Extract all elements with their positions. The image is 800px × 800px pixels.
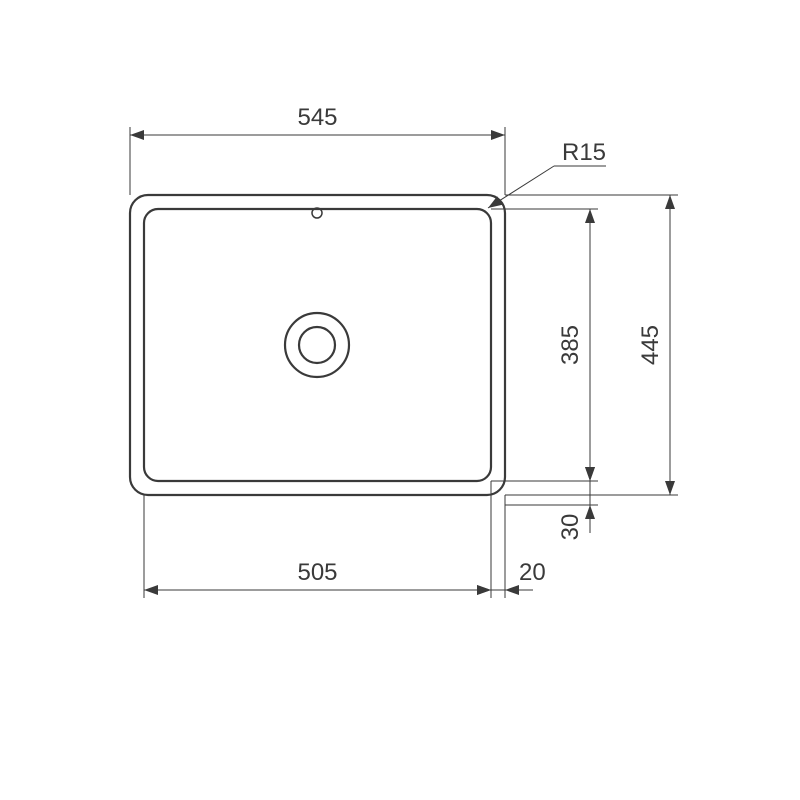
dimension-layer: 545 505 20 445 385 30 R15 bbox=[130, 104, 678, 598]
arrowhead-icon bbox=[144, 585, 158, 595]
arrowhead-icon bbox=[665, 481, 675, 495]
arrowhead-icon bbox=[585, 467, 595, 481]
dimension-label: 505 bbox=[297, 559, 337, 586]
dimension-label: 545 bbox=[297, 104, 337, 131]
radius-label: R15 bbox=[562, 139, 606, 166]
dimension-label: 20 bbox=[519, 559, 546, 586]
arrowhead-icon bbox=[491, 130, 505, 140]
arrowhead-icon bbox=[665, 195, 675, 209]
arrowhead-icon bbox=[505, 585, 519, 595]
arrowhead-icon bbox=[585, 505, 595, 519]
sink-inner-rect bbox=[144, 209, 491, 481]
arrowhead-icon bbox=[585, 209, 595, 223]
drain-outer-circle bbox=[285, 313, 349, 377]
dimension-label: 385 bbox=[557, 325, 584, 365]
drain-inner-circle bbox=[299, 327, 335, 363]
sink-outline-layer bbox=[130, 195, 505, 495]
dimension-label: 30 bbox=[557, 514, 584, 541]
sink-technical-drawing: 545 505 20 445 385 30 R15 bbox=[0, 0, 800, 800]
arrowhead-icon bbox=[477, 585, 491, 595]
dimension-label: 445 bbox=[637, 325, 664, 365]
sink-outer-rect bbox=[130, 195, 505, 495]
arrowhead-icon bbox=[130, 130, 144, 140]
